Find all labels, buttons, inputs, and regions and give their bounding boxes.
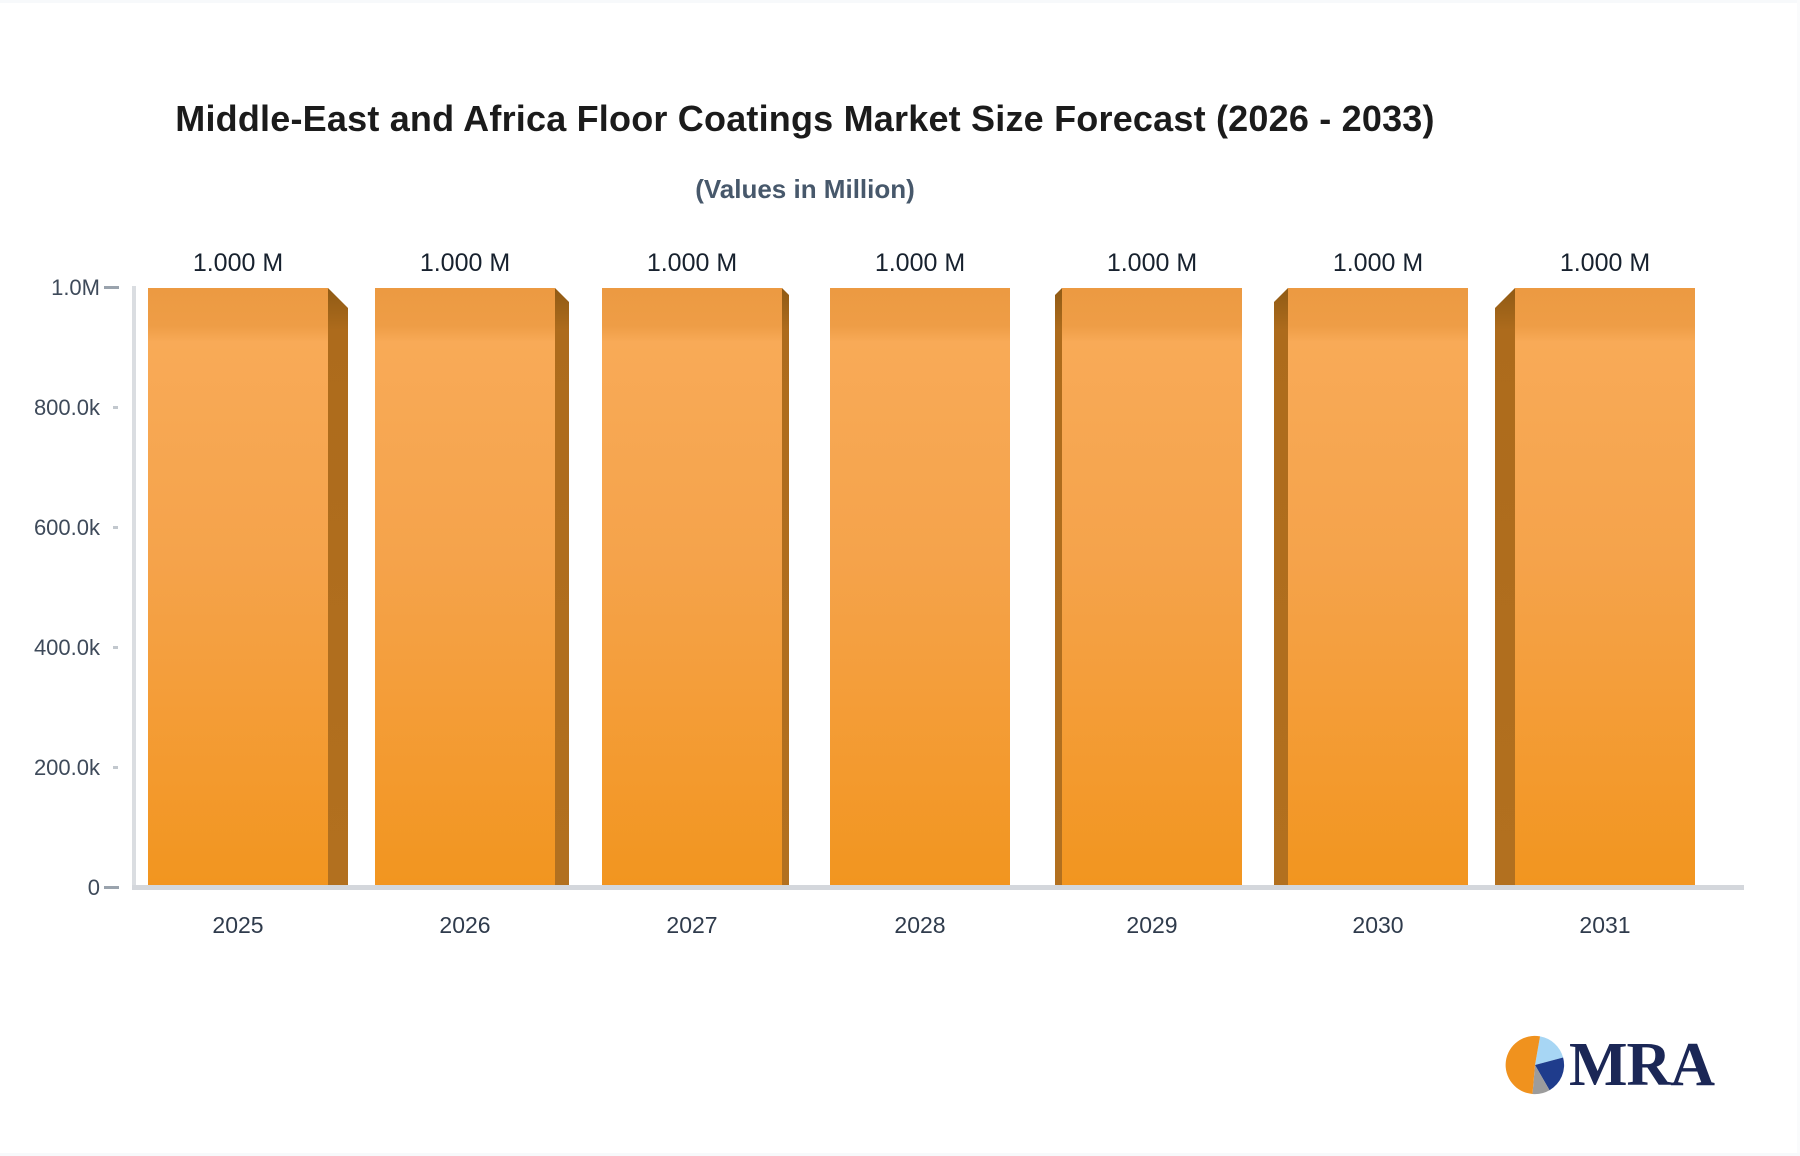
x-axis-label: 2028 [894, 912, 946, 938]
x-axis-label: 2030 [1352, 912, 1404, 938]
bar-value-label: 1.000 M [1559, 249, 1651, 277]
bar-front-face[interactable] [375, 288, 555, 888]
x-axis-label: 2025 [212, 912, 264, 938]
y-tick-label: 400.0k [33, 635, 100, 660]
bar-group-2025[interactable]: 1.000 M 2025 [148, 248, 348, 940]
bar-group-2028[interactable]: 1.000 M 2028 [830, 248, 1010, 940]
bar-group-2030[interactable]: 1.000 M 2030 [1274, 248, 1468, 940]
y-tick-label: 200.0k [33, 755, 100, 780]
bar-front-face[interactable] [1062, 288, 1242, 888]
chart-subtitle: (Values in Million) [695, 174, 915, 204]
bar-side-face [555, 288, 569, 888]
bar-side-face [1274, 288, 1288, 888]
y-tick-label: 800.0k [33, 395, 100, 420]
pie-slice-navy [1535, 1057, 1565, 1091]
bar-value-label: 1.000 M [419, 249, 511, 277]
bar-group-2026[interactable]: 1.000 M 2026 [375, 248, 569, 940]
x-axis-label: 2029 [1126, 912, 1178, 938]
y-axis-line [132, 286, 136, 890]
x-axis-label: 2026 [439, 912, 491, 938]
y-tick-label: 0 [87, 875, 100, 900]
page-edge [1797, 0, 1800, 1156]
bar-value-label: 1.000 M [646, 249, 738, 277]
y-tick-label: 1.0M [51, 275, 100, 300]
bar-front-face[interactable] [148, 288, 328, 888]
chart-title: Middle-East and Africa Floor Coatings Ma… [175, 98, 1435, 139]
bar-front-face[interactable] [1515, 288, 1695, 888]
bar-side-face [782, 288, 789, 888]
bar-side-face [1055, 288, 1062, 888]
bar-group-2031[interactable]: 1.000 M 2031 [1495, 248, 1695, 940]
bar-value-label: 1.000 M [874, 249, 966, 277]
pie-slice-gray [1532, 1065, 1550, 1095]
y-tick-mark [113, 646, 118, 649]
y-tick-label: 600.0k [33, 515, 100, 540]
bar-value-label: 1.000 M [192, 249, 284, 277]
bar-side-face [328, 288, 348, 888]
pie-slice-lightblue [1535, 1036, 1564, 1065]
bar-front-face[interactable] [602, 288, 782, 888]
bar-side-face [1495, 288, 1515, 888]
x-axis-label: 2027 [666, 912, 718, 938]
y-tick-mark [113, 406, 118, 409]
bar-value-label: 1.000 M [1106, 249, 1198, 277]
bar-group-2027[interactable]: 1.000 M 2027 [602, 248, 789, 940]
mra-pie-icon [1505, 1035, 1565, 1095]
y-tick-mark [104, 886, 119, 889]
x-axis-line [132, 885, 1744, 890]
bar-front-face[interactable] [830, 288, 1010, 888]
x-axis-label: 2031 [1579, 912, 1631, 938]
y-tick-mark [113, 766, 118, 769]
bar-value-label: 1.000 M [1332, 249, 1424, 277]
y-tick-mark [104, 286, 119, 289]
pie-slice-orange [1505, 1035, 1541, 1094]
mra-logo-text: MRA [1569, 1031, 1715, 1099]
y-tick-mark [113, 526, 118, 529]
mra-logo: MRA [1504, 1031, 1715, 1099]
bar-group-2029[interactable]: 1.000 M 2029 [1055, 248, 1242, 940]
bar-front-face[interactable] [1288, 288, 1468, 888]
